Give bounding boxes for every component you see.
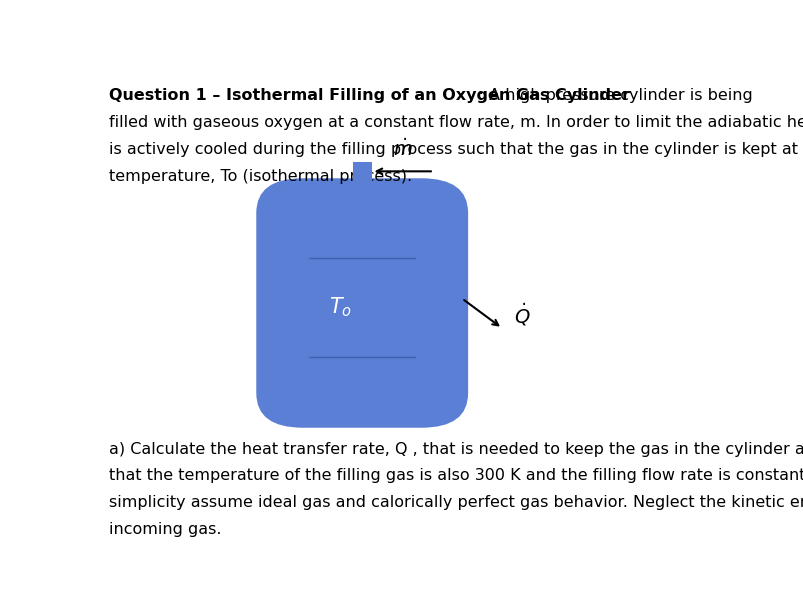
FancyBboxPatch shape <box>353 162 371 181</box>
Text: $\dot{m}$: $\dot{m}$ <box>393 138 412 160</box>
Text: temperature, To (isothermal process).: temperature, To (isothermal process). <box>108 169 411 184</box>
Text: $\dot{Q}$: $\dot{Q}$ <box>513 301 529 328</box>
Text: : A high pressure cylinder is being: : A high pressure cylinder is being <box>452 88 752 103</box>
Text: a) Calculate the heat transfer rate, Q , that is needed to keep the gas in the c: a) Calculate the heat transfer rate, Q ,… <box>108 442 803 457</box>
Text: incoming gas.: incoming gas. <box>108 522 221 537</box>
Text: simplicity assume ideal gas and calorically perfect gas behavior. Neglect the ki: simplicity assume ideal gas and calorica… <box>108 495 803 510</box>
FancyBboxPatch shape <box>256 178 467 428</box>
Text: filled with gaseous oxygen at a constant flow rate, m. In order to limit the adi: filled with gaseous oxygen at a constant… <box>108 115 803 130</box>
Text: is actively cooled during the filling process such that the gas in the cylinder : is actively cooled during the filling pr… <box>108 142 803 157</box>
Text: $T_o$: $T_o$ <box>328 296 352 319</box>
Text: Question 1 – Isothermal Filling of an Oxygen Gas Cylinder: Question 1 – Isothermal Filling of an Ox… <box>108 88 629 103</box>
Text: that the temperature of the filling gas is also 300 K and the filling flow rate : that the temperature of the filling gas … <box>108 469 803 484</box>
